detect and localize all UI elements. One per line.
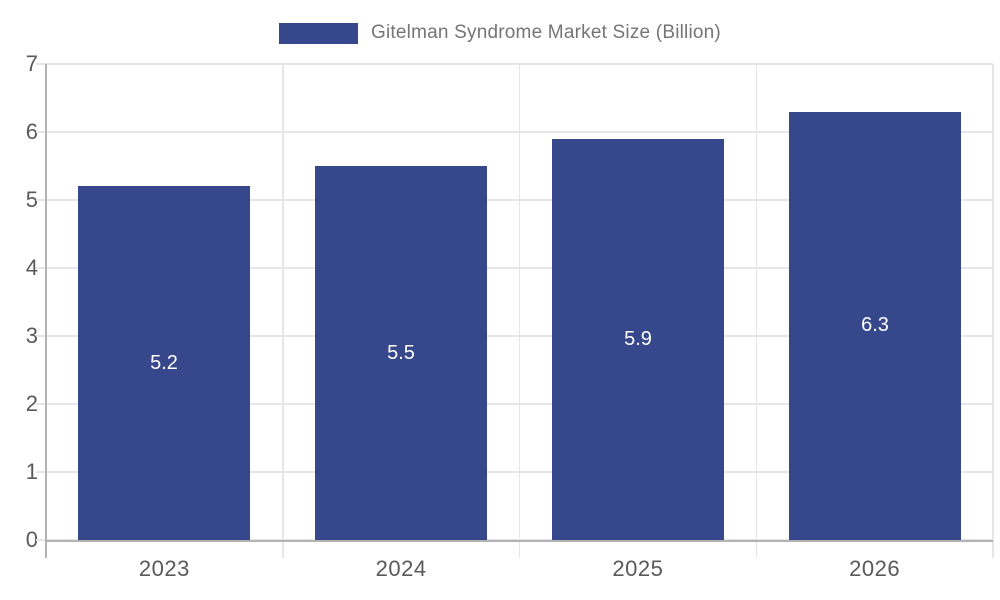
y-tick-3 bbox=[36, 335, 46, 337]
x-tick-label-2025: 2025 bbox=[612, 556, 664, 581]
x-tick-3 bbox=[755, 540, 757, 558]
gridline-v-3 bbox=[755, 64, 757, 540]
bar-value-label: 5.5 bbox=[387, 341, 415, 364]
y-tick-2 bbox=[36, 403, 46, 405]
y-tick-1 bbox=[36, 471, 46, 473]
bar-value-label: 5.9 bbox=[624, 327, 652, 350]
bar-value-label: 5.2 bbox=[150, 351, 178, 374]
y-tick-label: 5 bbox=[25, 187, 38, 212]
gridline-v-2 bbox=[518, 64, 521, 540]
x-tick-label-2023: 2023 bbox=[138, 556, 190, 581]
y-axis-line bbox=[45, 64, 47, 558]
gridline-v-1 bbox=[282, 64, 284, 540]
y-tick-5 bbox=[36, 199, 46, 201]
x-axis-line bbox=[45, 540, 993, 542]
y-tick-label: 4 bbox=[25, 255, 38, 280]
x-axis-labels: 2023 2024 2025 2026 bbox=[46, 556, 993, 586]
y-tick-4 bbox=[36, 267, 46, 269]
legend-swatch bbox=[279, 22, 359, 44]
x-tick-1 bbox=[282, 540, 284, 558]
y-tick-label: 6 bbox=[25, 119, 38, 144]
bar-value-label: 6.3 bbox=[861, 314, 889, 337]
plot-area: 5.2 5.5 5.9 6.3 bbox=[36, 63, 994, 558]
y-tick-label: 0 bbox=[25, 527, 38, 552]
bar-2024: 5.5 bbox=[315, 166, 487, 540]
gridline-v-4 bbox=[992, 64, 994, 540]
legend-label: Gitelman Syndrome Market Size (Billion) bbox=[371, 22, 721, 43]
bar-2025: 5.9 bbox=[552, 138, 724, 540]
y-tick-label: 3 bbox=[25, 323, 38, 348]
y-tick-6 bbox=[36, 131, 46, 133]
y-tick-label: 2 bbox=[25, 391, 38, 416]
y-tick-7 bbox=[36, 63, 46, 65]
y-tick-label: 1 bbox=[25, 459, 38, 484]
legend: Gitelman Syndrome Market Size (Billion) bbox=[0, 14, 1000, 52]
y-tick-0 bbox=[36, 539, 46, 541]
y-axis-labels: 0 1 2 3 4 5 6 7 bbox=[0, 53, 38, 551]
x-tick-4 bbox=[992, 540, 994, 558]
y-tick-label: 7 bbox=[25, 51, 38, 76]
bar-2026: 6.3 bbox=[789, 111, 961, 540]
x-tick-2 bbox=[518, 540, 521, 558]
x-tick-label-2026: 2026 bbox=[849, 556, 901, 581]
x-tick-label-2024: 2024 bbox=[375, 556, 427, 581]
bar-2023: 5.2 bbox=[78, 186, 250, 540]
